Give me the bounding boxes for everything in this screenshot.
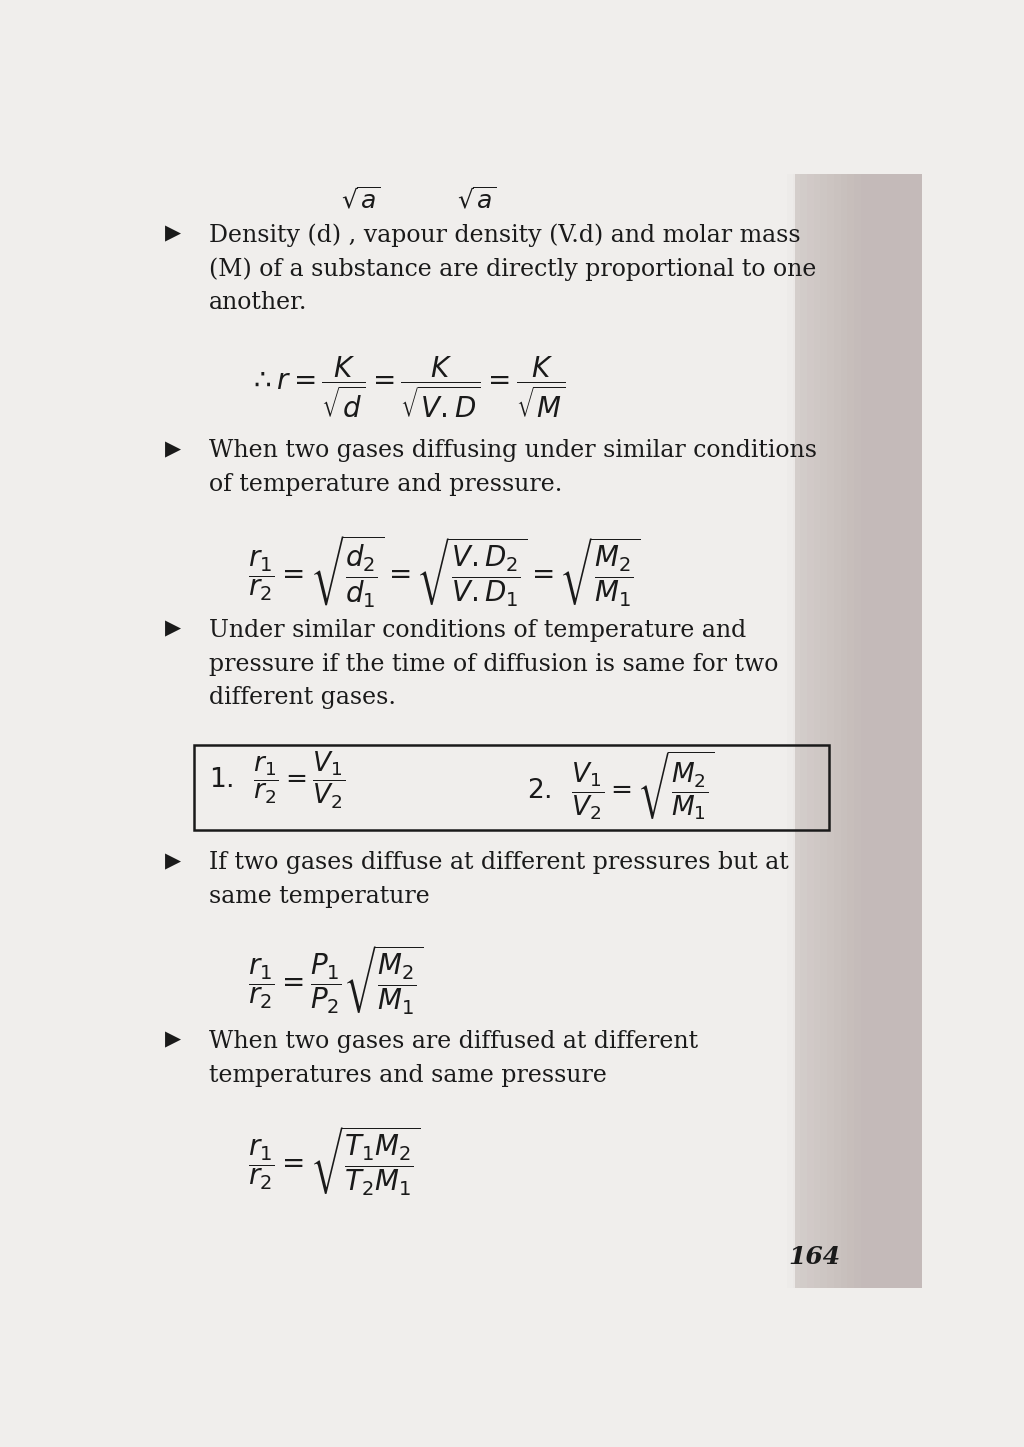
Polygon shape <box>820 174 827 1288</box>
Polygon shape <box>848 174 854 1288</box>
Polygon shape <box>881 174 888 1288</box>
Polygon shape <box>861 174 867 1288</box>
Text: ▶: ▶ <box>165 851 181 871</box>
Text: If two gases diffuse at different pressures but at: If two gases diffuse at different pressu… <box>209 851 790 874</box>
Polygon shape <box>895 174 901 1288</box>
Text: ▶: ▶ <box>165 440 181 459</box>
Text: When two gases are diffused at different: When two gases are diffused at different <box>209 1030 698 1053</box>
Text: $\sqrt{a}$: $\sqrt{a}$ <box>341 187 380 214</box>
Text: $1.\;\;\dfrac{r_1}{r_2} = \dfrac{V_1}{V_2}$: $1.\;\;\dfrac{r_1}{r_2} = \dfrac{V_1}{V_… <box>209 750 345 810</box>
Polygon shape <box>834 174 841 1288</box>
Polygon shape <box>867 174 874 1288</box>
Polygon shape <box>800 174 807 1288</box>
Polygon shape <box>814 174 820 1288</box>
Polygon shape <box>854 174 861 1288</box>
Polygon shape <box>874 174 881 1288</box>
Text: ▶: ▶ <box>165 224 181 243</box>
Polygon shape <box>908 174 914 1288</box>
Text: $\dfrac{r_1}{r_2} = \dfrac{P_1}{P_2}\sqrt{\dfrac{M_2}{M_1}}$: $\dfrac{r_1}{r_2} = \dfrac{P_1}{P_2}\sqr… <box>248 943 424 1017</box>
Polygon shape <box>794 174 800 1288</box>
Text: $2.\;\;\dfrac{V_1}{V_2} = \sqrt{\dfrac{M_2}{M_1}}$: $2.\;\;\dfrac{V_1}{V_2} = \sqrt{\dfrac{M… <box>527 750 715 823</box>
Polygon shape <box>827 174 834 1288</box>
Text: another.: another. <box>209 291 308 314</box>
Text: 164: 164 <box>788 1244 841 1269</box>
Text: Density (d) , vapour density (V.d) and molar mass: Density (d) , vapour density (V.d) and m… <box>209 224 801 247</box>
Polygon shape <box>888 174 895 1288</box>
Text: different gases.: different gases. <box>209 686 396 709</box>
Polygon shape <box>807 174 814 1288</box>
Polygon shape <box>914 174 922 1288</box>
Text: $\dfrac{r_1}{r_2} = \sqrt{\dfrac{T_1 M_2}{T_2 M_1}}$: $\dfrac{r_1}{r_2} = \sqrt{\dfrac{T_1 M_2… <box>248 1124 421 1198</box>
Text: $\sqrt{a}$: $\sqrt{a}$ <box>457 187 497 214</box>
Text: (M) of a substance are directly proportional to one: (M) of a substance are directly proporti… <box>209 258 817 281</box>
Polygon shape <box>841 174 848 1288</box>
Polygon shape <box>901 174 908 1288</box>
Text: ▶: ▶ <box>165 619 181 638</box>
Text: pressure if the time of diffusion is same for two: pressure if the time of diffusion is sam… <box>209 653 778 676</box>
Text: Under similar conditions of temperature and: Under similar conditions of temperature … <box>209 619 746 641</box>
Text: ▶: ▶ <box>165 1030 181 1051</box>
Text: $\dfrac{r_1}{r_2} = \sqrt{\dfrac{d_2}{d_1}} = \sqrt{\dfrac{V.D_2}{V.D_1}} = \sqr: $\dfrac{r_1}{r_2} = \sqrt{\dfrac{d_2}{d_… <box>248 534 640 611</box>
Text: of temperature and pressure.: of temperature and pressure. <box>209 473 563 496</box>
Text: temperatures and same pressure: temperatures and same pressure <box>209 1064 607 1087</box>
Text: $\therefore r = \dfrac{K}{\sqrt{d}} = \dfrac{K}{\sqrt{V.D}} = \dfrac{K}{\sqrt{M}: $\therefore r = \dfrac{K}{\sqrt{d}} = \d… <box>248 355 566 420</box>
Polygon shape <box>795 174 922 1288</box>
Text: When two gases diffusing under similar conditions: When two gases diffusing under similar c… <box>209 440 817 462</box>
Text: same temperature: same temperature <box>209 886 430 909</box>
